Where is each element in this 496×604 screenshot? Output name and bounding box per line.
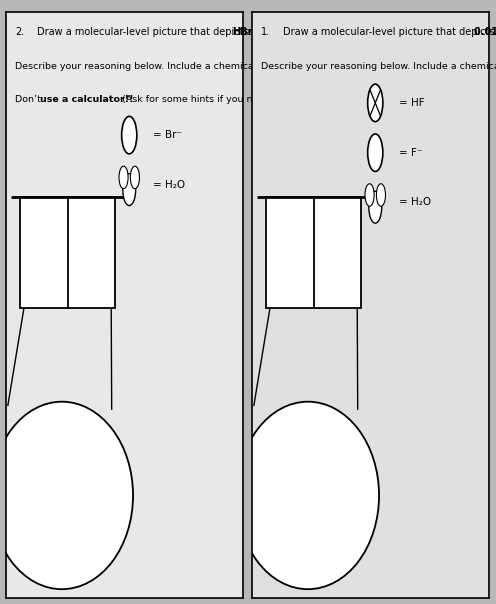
Circle shape: [369, 191, 382, 223]
Ellipse shape: [0, 402, 133, 589]
Text: Describe your reasoning below. Include a chemical equation.: Describe your reasoning below. Include a…: [15, 62, 305, 71]
Text: 2.: 2.: [15, 27, 25, 37]
Text: solution with pH = 3.0.: solution with pH = 3.0.: [245, 27, 360, 37]
Text: = H₂O: = H₂O: [399, 198, 431, 208]
Text: = H₂O: = H₂O: [153, 180, 185, 190]
Circle shape: [130, 166, 139, 188]
Text: = Br⁻: = Br⁻: [153, 130, 182, 140]
Text: Don’t: Don’t: [15, 95, 44, 104]
Text: (Ask for some hints if you need them.): (Ask for some hints if you need them.): [119, 95, 305, 104]
Circle shape: [365, 184, 374, 206]
Circle shape: [119, 166, 128, 188]
Ellipse shape: [237, 402, 379, 589]
Circle shape: [122, 117, 137, 154]
Text: Describe your reasoning below. Include a chemical equation.: Describe your reasoning below. Include a…: [261, 62, 496, 71]
Text: 0.01 M HF: 0.01 M HF: [474, 27, 496, 37]
Text: = HF: = HF: [399, 98, 425, 108]
Text: = F⁻: = F⁻: [399, 148, 422, 158]
Text: Draw a molecular-level picture that depicts an: Draw a molecular-level picture that depi…: [37, 27, 267, 37]
Circle shape: [376, 184, 385, 206]
Bar: [20, 197, 115, 308]
Bar: [266, 197, 361, 308]
Text: HBr: HBr: [232, 27, 252, 37]
Text: 1.: 1.: [261, 27, 271, 37]
Circle shape: [368, 134, 383, 172]
Text: Draw a molecular-level picture that depicts a: Draw a molecular-level picture that depi…: [283, 27, 496, 37]
Circle shape: [368, 84, 383, 121]
Circle shape: [123, 174, 136, 205]
Text: use a calculator!!: use a calculator!!: [40, 95, 134, 104]
